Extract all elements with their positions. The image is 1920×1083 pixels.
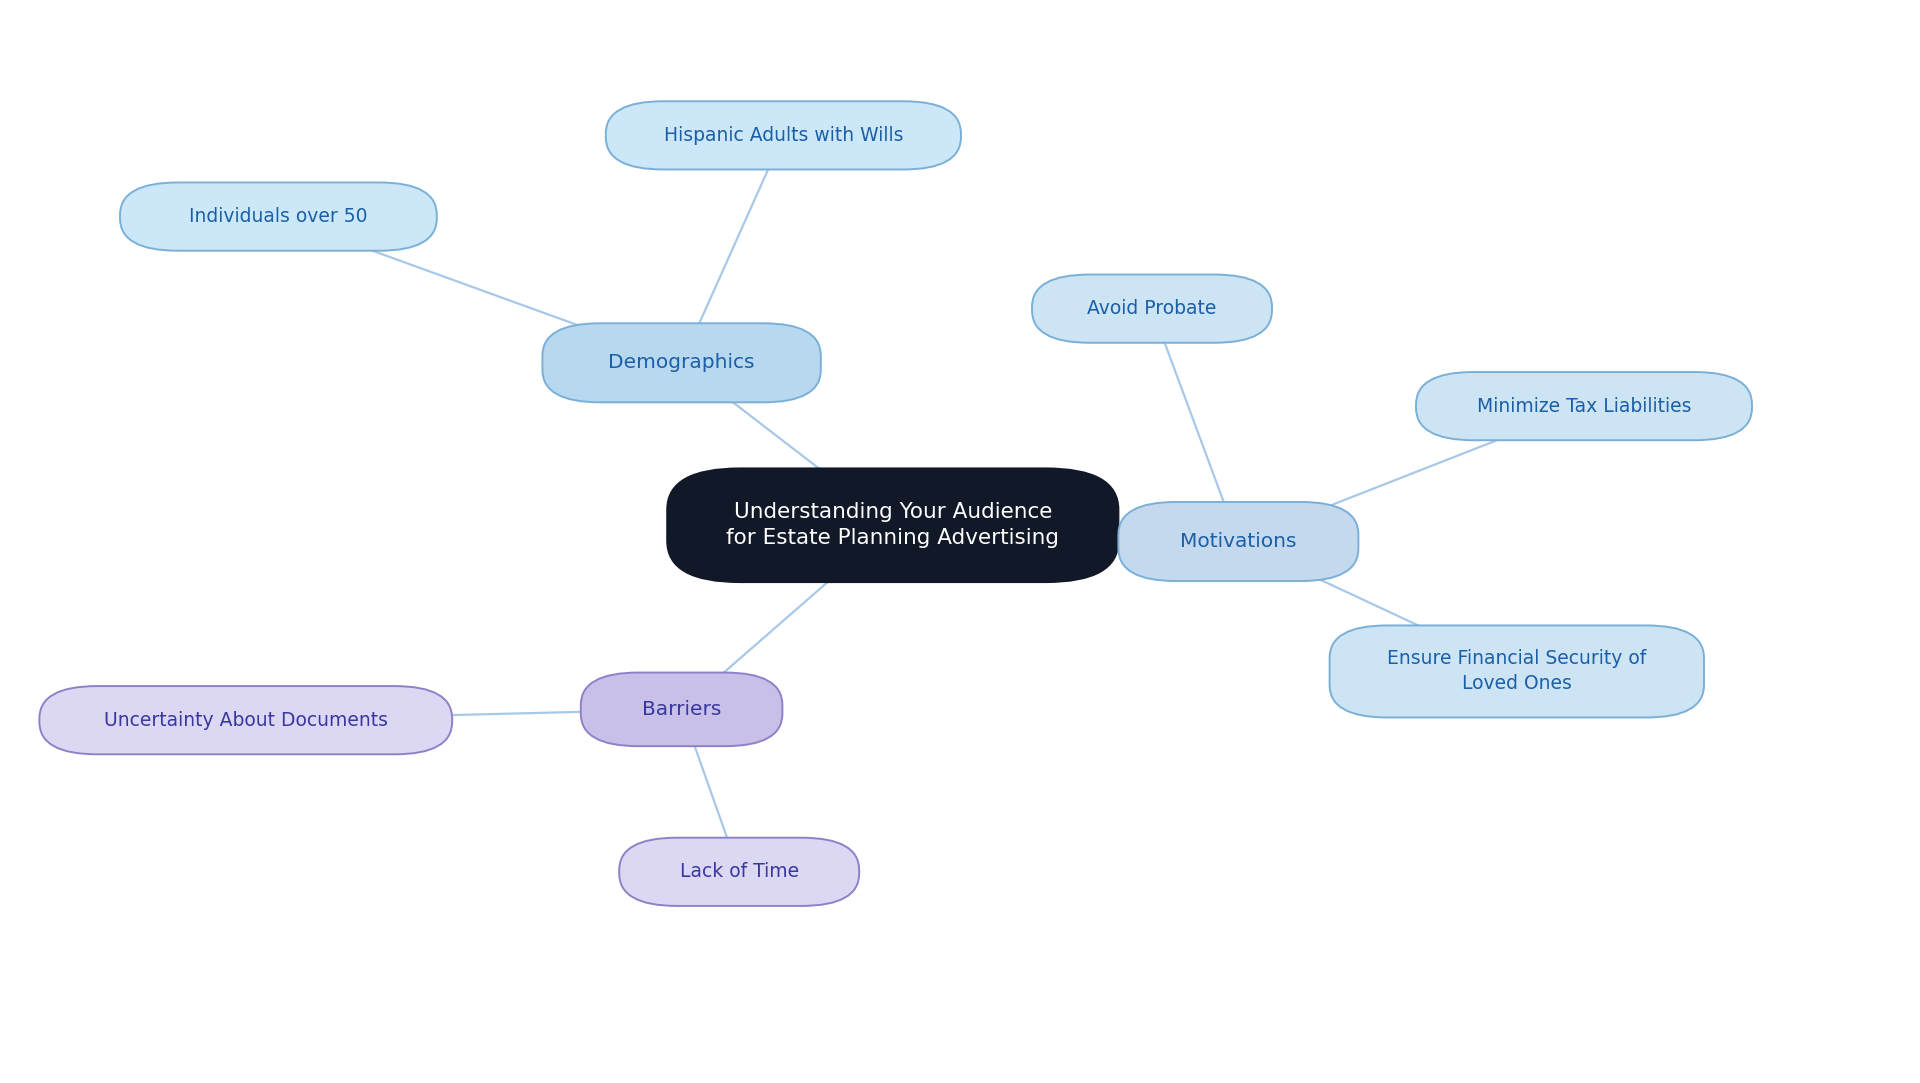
FancyBboxPatch shape [580, 673, 783, 746]
Text: Minimize Tax Liabilities: Minimize Tax Liabilities [1476, 396, 1692, 416]
FancyBboxPatch shape [1329, 625, 1705, 717]
Text: Motivations: Motivations [1181, 532, 1296, 551]
Text: Lack of Time: Lack of Time [680, 862, 799, 882]
FancyBboxPatch shape [1033, 275, 1271, 342]
FancyBboxPatch shape [119, 182, 436, 250]
Text: Individuals over 50: Individuals over 50 [190, 207, 367, 226]
FancyBboxPatch shape [1415, 371, 1751, 441]
FancyBboxPatch shape [1117, 503, 1359, 580]
Text: Ensure Financial Security of
Loved Ones: Ensure Financial Security of Loved Ones [1386, 650, 1647, 693]
Text: Barriers: Barriers [641, 700, 722, 719]
Text: Uncertainty About Documents: Uncertainty About Documents [104, 710, 388, 730]
Text: Understanding Your Audience
for Estate Planning Advertising: Understanding Your Audience for Estate P… [726, 503, 1060, 548]
FancyBboxPatch shape [541, 323, 822, 402]
FancyBboxPatch shape [40, 687, 453, 754]
FancyBboxPatch shape [668, 469, 1117, 583]
Text: Hispanic Adults with Wills: Hispanic Adults with Wills [664, 126, 902, 145]
Text: Avoid Probate: Avoid Probate [1087, 299, 1217, 318]
FancyBboxPatch shape [607, 101, 960, 170]
FancyBboxPatch shape [618, 838, 860, 905]
Text: Demographics: Demographics [609, 353, 755, 373]
